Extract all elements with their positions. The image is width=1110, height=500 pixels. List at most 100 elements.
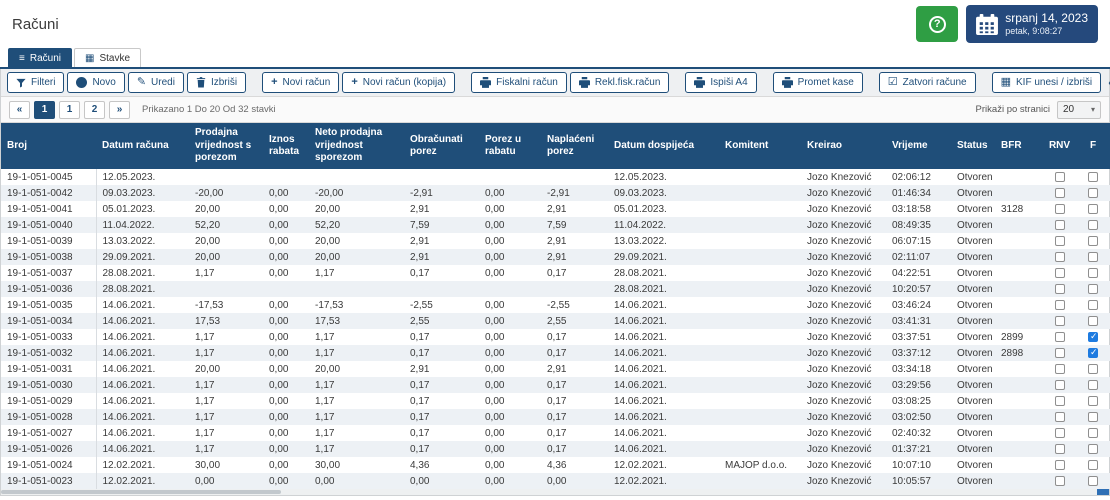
nav-prev-button[interactable]: ‹ xyxy=(1104,75,1110,90)
fiskalni-racun-button[interactable]: Fiskalni račun xyxy=(471,72,567,93)
rnv-checkbox[interactable] xyxy=(1054,347,1065,358)
page-button-2[interactable]: 1 xyxy=(59,100,80,119)
zatvori-racune-button[interactable]: ☑ Zatvori račune xyxy=(878,72,976,93)
table-row[interactable]: 19-1-051-0030 14.06.2021. 1,17 0,00 1,17 0,17… xyxy=(1,377,1110,393)
rnv-checkbox[interactable] xyxy=(1054,443,1065,454)
rnv-checkbox[interactable] xyxy=(1054,267,1065,278)
rnv-checkbox[interactable] xyxy=(1054,283,1065,294)
last-page-button[interactable]: » xyxy=(109,100,130,119)
f-checkbox[interactable] xyxy=(1088,443,1098,454)
f-checkbox[interactable] xyxy=(1088,363,1098,374)
novi-racun-kopija-button[interactable]: + Novi račun (kopija) xyxy=(342,72,456,93)
izbrisi-button[interactable]: Izbriši xyxy=(186,72,247,93)
page-button-3[interactable]: 2 xyxy=(84,100,105,119)
f-checkbox[interactable] xyxy=(1088,395,1098,406)
date-widget[interactable]: srpanj 14, 2023 petak, 9:08:27 xyxy=(966,5,1098,43)
rnv-checkbox[interactable] xyxy=(1054,203,1065,214)
column-header[interactable]: Datum računa xyxy=(96,123,189,169)
table-row[interactable]: 19-1-051-0033 14.06.2021. 1,17 0,00 1,17 0,17… xyxy=(1,329,1110,345)
help-button[interactable]: ? xyxy=(916,6,959,42)
rnv-checkbox[interactable] xyxy=(1054,363,1065,374)
rnv-checkbox[interactable] xyxy=(1054,459,1065,470)
column-header[interactable]: Obračunati porez xyxy=(404,123,479,169)
f-checkbox[interactable] xyxy=(1088,203,1098,214)
f-checkbox[interactable] xyxy=(1088,219,1098,230)
f-checkbox[interactable] xyxy=(1088,283,1098,294)
table-row[interactable]: 19-1-051-0028 14.06.2021. 1,17 0,00 1,17 0,17… xyxy=(1,409,1110,425)
table-row[interactable]: 19-1-051-0039 13.03.2022. 20,00 0,00 20,00 2,… xyxy=(1,233,1110,249)
tab-stavke[interactable]: ▦ Stavke xyxy=(73,48,142,67)
page-button-1[interactable]: 1 xyxy=(34,100,55,119)
column-header[interactable]: BFR xyxy=(995,123,1043,169)
column-header[interactable]: Datum dospijeća xyxy=(608,123,719,169)
uredi-button[interactable]: ✎ Uredi xyxy=(127,72,184,93)
table-row[interactable]: 19-1-051-0045 12.05.2023. 12.05.2023. Jozo … xyxy=(1,169,1110,185)
rnv-checkbox[interactable] xyxy=(1054,171,1065,182)
f-checkbox[interactable] xyxy=(1088,411,1098,422)
f-checkbox[interactable] xyxy=(1088,187,1098,198)
rnv-checkbox[interactable] xyxy=(1054,235,1065,246)
column-header[interactable]: F xyxy=(1076,123,1110,169)
rnv-checkbox[interactable] xyxy=(1054,395,1065,406)
column-header[interactable]: Broj xyxy=(1,123,96,169)
table-row[interactable]: 19-1-051-0037 28.08.2021. 1,17 0,00 1,17 0,17… xyxy=(1,265,1110,281)
rekl-fisk-racun-button[interactable]: Rekl.fisk.račun xyxy=(569,72,670,93)
f-checkbox[interactable] xyxy=(1088,315,1098,326)
novi-racun-button[interactable]: + Novi račun xyxy=(262,72,340,93)
f-checkbox[interactable] xyxy=(1088,347,1098,358)
per-page-select[interactable]: 20 ▾ xyxy=(1057,100,1101,119)
column-header[interactable]: RNV xyxy=(1043,123,1076,169)
novo-button[interactable]: + Novo xyxy=(67,72,125,93)
f-checkbox[interactable] xyxy=(1088,251,1098,262)
table-row[interactable]: 19-1-051-0042 09.03.2023. -20,00 0,00 -20,00… xyxy=(1,185,1110,201)
scrollbar-thumb[interactable] xyxy=(1,490,281,494)
table-row[interactable]: 19-1-051-0041 05.01.2023. 20,00 0,00 20,00 2,… xyxy=(1,201,1110,217)
column-header[interactable]: Naplaćeni porez xyxy=(541,123,608,169)
f-checkbox[interactable] xyxy=(1088,475,1098,486)
table-row[interactable]: 19-1-051-0036 28.08.2021. 28.08.2021. Jozo … xyxy=(1,281,1110,297)
f-checkbox[interactable] xyxy=(1088,331,1098,342)
rnv-checkbox[interactable] xyxy=(1054,219,1065,230)
table-row[interactable]: 19-1-051-0035 14.06.2021. -17,53 0,00 -17,53… xyxy=(1,297,1110,313)
table-row[interactable]: 19-1-051-0027 14.06.2021. 1,17 0,00 1,17 0,17… xyxy=(1,425,1110,441)
column-header[interactable]: Status xyxy=(951,123,995,169)
column-header[interactable]: Neto prodajna vrijednost sporezom xyxy=(309,123,404,169)
table-row[interactable]: 19-1-051-0023 12.02.2021. 0,00 0,00 0,00 0,00… xyxy=(1,473,1110,489)
table-row[interactable]: 19-1-051-0026 14.06.2021. 1,17 0,00 1,17 0,17… xyxy=(1,441,1110,457)
ispisi-a4-button[interactable]: Ispiši A4 xyxy=(685,72,757,93)
rnv-checkbox[interactable] xyxy=(1054,427,1065,438)
f-checkbox[interactable] xyxy=(1088,379,1098,390)
first-page-button[interactable]: « xyxy=(9,100,30,119)
column-header[interactable]: Iznos rabata xyxy=(263,123,309,169)
column-header[interactable]: Vrijeme xyxy=(886,123,951,169)
table-row[interactable]: 19-1-051-0034 14.06.2021. 17,53 0,00 17,53 2,… xyxy=(1,313,1110,329)
rnv-checkbox[interactable] xyxy=(1054,315,1065,326)
column-header[interactable]: Kreirao xyxy=(801,123,886,169)
promet-kase-button[interactable]: Promet kase xyxy=(772,72,863,93)
tab-racuni[interactable]: ≡ Računi xyxy=(8,48,72,67)
column-header[interactable]: Prodajna vrijednost s porezom xyxy=(189,123,263,169)
rnv-checkbox[interactable] xyxy=(1054,331,1065,342)
rnv-checkbox[interactable] xyxy=(1054,251,1065,262)
f-checkbox[interactable] xyxy=(1088,427,1098,438)
filteri-button[interactable]: Filteri xyxy=(7,72,65,93)
rnv-checkbox[interactable] xyxy=(1054,379,1065,390)
f-checkbox[interactable] xyxy=(1088,267,1098,278)
table-row[interactable]: 19-1-051-0040 11.04.2022. 52,20 0,00 52,20 7,… xyxy=(1,217,1110,233)
kif-unesi-izbrisi-button[interactable]: ▦ KIF unesi / izbriši xyxy=(991,72,1102,93)
rnv-checkbox[interactable] xyxy=(1054,187,1065,198)
table-row[interactable]: 19-1-051-0032 14.06.2021. 1,17 0,00 1,17 0,17… xyxy=(1,345,1110,361)
table-row[interactable]: 19-1-051-0031 14.06.2021. 20,00 0,00 20,00 2,… xyxy=(1,361,1110,377)
rnv-checkbox[interactable] xyxy=(1054,411,1065,422)
column-header[interactable]: Komitent xyxy=(719,123,801,169)
table-row[interactable]: 19-1-051-0038 29.09.2021. 20,00 0,00 20,00 2,… xyxy=(1,249,1110,265)
table-row[interactable]: 19-1-051-0024 12.02.2021. 30,00 0,00 30,00 4,… xyxy=(1,457,1110,473)
f-checkbox[interactable] xyxy=(1088,171,1098,182)
rnv-checkbox[interactable] xyxy=(1054,299,1065,310)
rnv-checkbox[interactable] xyxy=(1054,475,1065,486)
column-header[interactable]: Porez u rabatu xyxy=(479,123,541,169)
f-checkbox[interactable] xyxy=(1088,235,1098,246)
f-checkbox[interactable] xyxy=(1088,299,1098,310)
table-row[interactable]: 19-1-051-0029 14.06.2021. 1,17 0,00 1,17 0,17… xyxy=(1,393,1110,409)
f-checkbox[interactable] xyxy=(1088,459,1098,470)
